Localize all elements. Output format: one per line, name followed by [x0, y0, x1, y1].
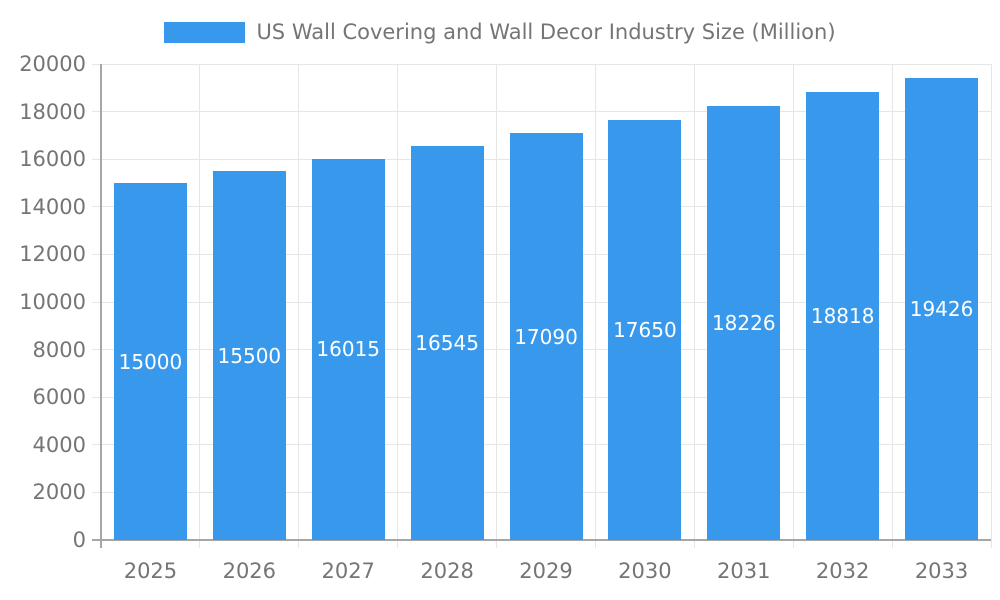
- y-axis-tick-label: 18000: [19, 99, 86, 124]
- x-axis-tick-label: 2028: [420, 559, 474, 583]
- y-axis-tick-label: 14000: [19, 194, 86, 219]
- x-axis-tick-label: 2026: [222, 559, 277, 583]
- x-gridline: [990, 64, 992, 548]
- y-axis-line: [100, 64, 102, 548]
- x-axis-baseline: [92, 539, 991, 541]
- bar-value-label: 16015: [316, 337, 381, 362]
- bar-value-label: 15000: [118, 349, 183, 374]
- y-axis-tick-label: 2000: [32, 480, 86, 505]
- bar-value-label: 17090: [514, 324, 578, 349]
- legend-swatch: [164, 22, 246, 43]
- bar[interactable]: 18226: [707, 106, 781, 540]
- x-axis-tick-label: 2031: [717, 559, 771, 583]
- bar-value-label: 18226: [711, 311, 776, 336]
- y-axis-tick-label: 8000: [32, 337, 86, 362]
- x-axis-tick-label: 2025: [123, 559, 178, 583]
- legend-label: US Wall Covering and Wall Decor Industry…: [256, 20, 836, 44]
- bar[interactable]: 16015: [311, 158, 385, 540]
- bar-value-label: 19426: [909, 296, 974, 321]
- bar[interactable]: 17090: [509, 133, 583, 540]
- legend: US Wall Covering and Wall Decor Industry…: [0, 22, 1000, 43]
- y-gridline: [92, 111, 991, 113]
- bar-value-label: 15500: [217, 343, 282, 368]
- bar-value-label: 16545: [415, 331, 479, 356]
- x-axis-tick-label: 2032: [815, 559, 870, 583]
- bar[interactable]: 19426: [905, 77, 979, 540]
- y-axis-tick-label: 16000: [19, 147, 86, 172]
- y-axis-tick-label: 4000: [32, 432, 86, 457]
- bar[interactable]: 18818: [806, 92, 880, 540]
- y-gridline: [92, 63, 991, 65]
- bar[interactable]: 15000: [113, 183, 187, 540]
- x-gridline: [891, 64, 893, 548]
- bar[interactable]: 16545: [410, 146, 484, 540]
- x-axis-tick-label: 2030: [618, 559, 672, 583]
- x-gridline: [199, 64, 201, 548]
- y-axis-tick-label: 20000: [19, 52, 86, 76]
- x-axis-tick-label: 2033: [914, 559, 969, 583]
- bar-value-label: 17650: [613, 317, 677, 342]
- bar[interactable]: 15500: [212, 171, 286, 540]
- bar-value-label: 18818: [810, 304, 875, 329]
- y-axis-tick-label: 0: [72, 528, 86, 552]
- x-gridline: [594, 64, 596, 548]
- x-gridline: [693, 64, 695, 548]
- x-gridline: [298, 64, 300, 548]
- x-axis-tick-label: 2029: [519, 559, 573, 583]
- x-axis-tick-label: 2027: [321, 559, 375, 583]
- bar[interactable]: 17650: [608, 119, 682, 540]
- y-axis-tick-label: 10000: [19, 290, 86, 314]
- y-axis-tick-label: 12000: [19, 242, 86, 267]
- x-gridline: [397, 64, 399, 548]
- y-axis-tick-label: 6000: [32, 385, 86, 410]
- x-gridline: [792, 64, 794, 548]
- x-gridline: [496, 64, 498, 548]
